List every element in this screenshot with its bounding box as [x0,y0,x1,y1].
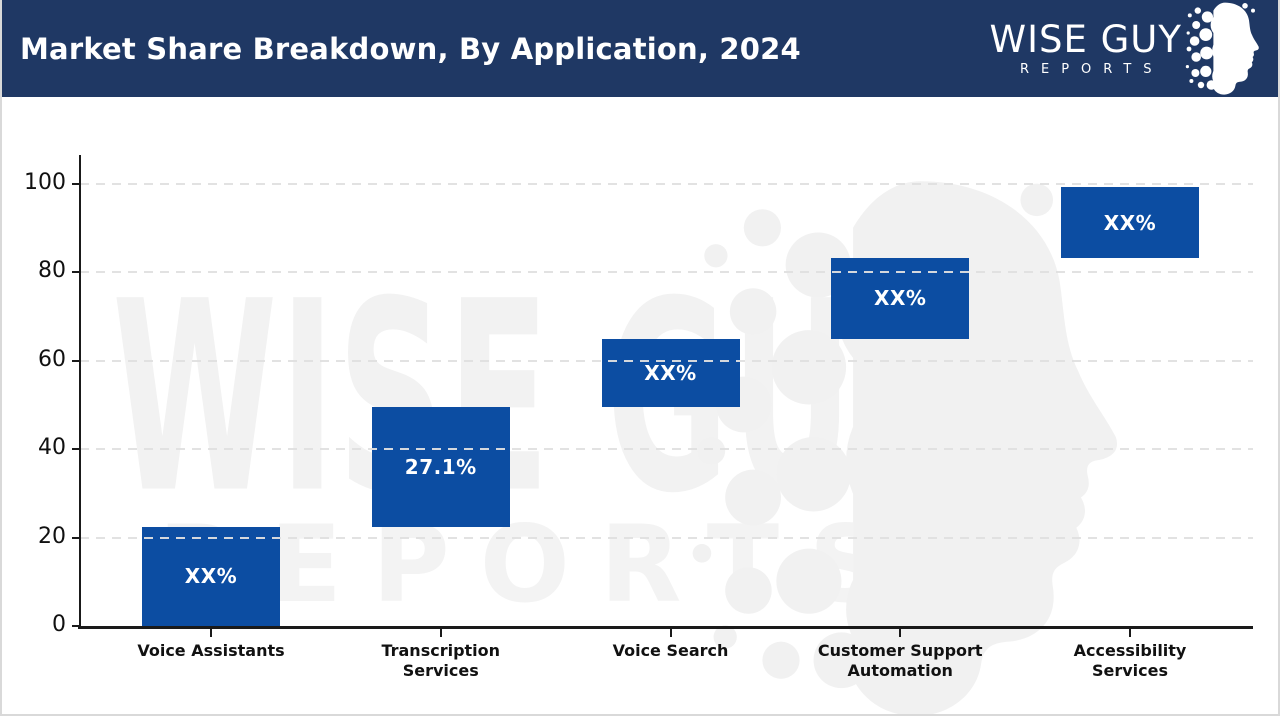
wise-guy-reports-logo: WISE GUY REPORTS [990,0,1266,97]
x-tick-label-voice-assistants: Voice Assistants [137,641,285,660]
logo-face-icon [1184,1,1266,97]
logo-text: WISE GUY REPORTS [989,17,1182,77]
x-tick-label-transcription-services: Transcription Services [381,641,501,680]
y-tick-label-60: 60 [38,346,66,372]
x-tick-mark-customer-support-automation [899,629,902,637]
bar-voice-assistants: XX% [142,526,280,626]
x-tick-mark-voice-search [669,629,672,637]
x-tick-mark-voice-assistants [210,629,212,637]
bar-value-label-transcription-services: 27.1% [404,454,477,479]
y-tick-label-100: 100 [24,170,66,195]
x-tick-label-accessibility-services: Accessibility Services [1073,641,1187,680]
chart-title: Market Share Breakdown, By Application, … [20,31,801,66]
page-border-right [1278,0,1280,716]
y-tick-mark-100 [72,183,80,185]
bar-accessibility-services: XX% [1061,187,1199,259]
y-tick-label-20: 20 [38,523,66,549]
header-bar: Market Share Breakdown, By Application, … [0,0,1280,97]
bar-value-label-voice-search: XX% [644,360,697,385]
bar-voice-search: XX% [601,338,740,407]
bar-value-label-customer-support-automation: XX% [874,286,927,311]
bar-customer-support-automation: XX% [831,258,970,339]
gridline-40 [80,448,1253,451]
bar-value-label-voice-assistants: XX% [184,564,238,589]
y-tick-mark-20 [72,536,80,539]
gridline-20 [80,536,1253,539]
x-tick-label-customer-support-automation: Customer Support Automation [817,641,983,680]
y-tick-label-0: 0 [52,612,66,637]
x-tick-mark-accessibility-services [1129,629,1131,637]
bar-transcription-services: 27.1% [371,406,510,527]
bar-value-label-accessibility-services: XX% [1103,210,1157,235]
y-tick-mark-60 [72,359,80,362]
x-tick-label-voice-search: Voice Search [612,641,729,660]
gridline-60 [80,359,1253,362]
logo-sub-wordmark: REPORTS [1019,61,1164,77]
x-tick-mark-transcription-services [439,629,442,637]
page-border-left [0,0,2,716]
page-border-bottom [0,714,1280,716]
gridline-100 [80,183,1253,185]
y-tick-mark-40 [72,448,80,451]
x-axis-spine [78,626,1253,629]
y-tick-label-80: 80 [38,258,66,284]
logo-wordmark: WISE GUY [989,17,1182,61]
gridline-80 [80,271,1253,274]
y-tick-mark-80 [72,271,80,274]
y-axis-spine [79,155,81,629]
y-tick-label-40: 40 [38,435,66,461]
y-tick-mark-0 [72,625,80,627]
